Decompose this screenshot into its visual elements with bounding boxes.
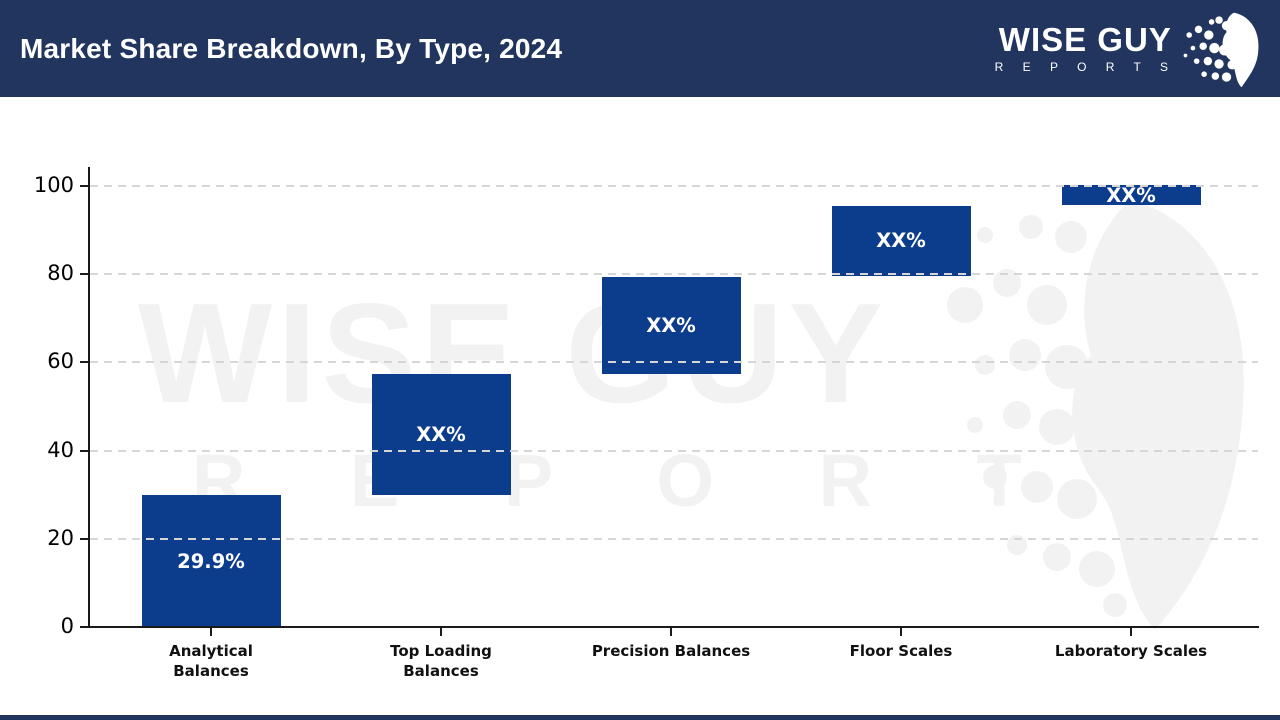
watermark-face-icon bbox=[947, 200, 1244, 630]
x-axis-label: Top Loading Balances bbox=[390, 642, 492, 681]
gridline bbox=[90, 185, 1258, 187]
y-tick-mark bbox=[80, 273, 89, 276]
x-tick-mark bbox=[1130, 628, 1132, 636]
brand-face-icon bbox=[1183, 12, 1259, 87]
x-axis-label: Analytical Balances bbox=[169, 642, 253, 681]
x-axis-label: Floor Scales bbox=[849, 642, 953, 660]
bar: 29.9% bbox=[141, 495, 281, 627]
y-tick-label: 40 bbox=[47, 437, 74, 462]
gridline bbox=[90, 449, 1258, 452]
y-tick-label: 100 bbox=[33, 173, 74, 197]
header-bar: Market Share Breakdown, By Type, 2024 WI… bbox=[0, 0, 1280, 97]
bar-value-label: XX% bbox=[646, 313, 696, 337]
bar-value-label: 29.9% bbox=[177, 549, 245, 573]
footer-accent-bar bbox=[0, 715, 1280, 720]
x-axis-label: Precision Balances bbox=[591, 642, 751, 660]
y-axis-line bbox=[88, 167, 90, 628]
bar-value-label: XX% bbox=[876, 229, 926, 253]
x-axis-line bbox=[88, 626, 1259, 628]
x-tick-mark bbox=[670, 628, 672, 636]
x-axis-label: Laboratory Scales bbox=[1054, 642, 1208, 660]
y-tick-label: 20 bbox=[47, 525, 74, 550]
brand-subname: R E P O R T S bbox=[994, 60, 1176, 74]
watermark-text-top: WISE GUY bbox=[138, 274, 889, 433]
bar: XX% bbox=[601, 276, 741, 374]
brand-wordmark: WISE GUY R E P O R T S bbox=[995, 23, 1176, 74]
gridline bbox=[90, 361, 1258, 364]
y-tick-label: 80 bbox=[47, 261, 74, 286]
bar-value-label: XX% bbox=[416, 422, 466, 446]
y-tick-label: 60 bbox=[47, 349, 74, 374]
y-tick-mark bbox=[80, 626, 89, 628]
page-title: Market Share Breakdown, By Type, 2024 bbox=[20, 32, 563, 64]
y-tick-mark bbox=[80, 537, 89, 540]
bar: XX% bbox=[371, 373, 511, 496]
gridline bbox=[90, 273, 1258, 276]
gridline bbox=[90, 537, 1258, 540]
y-tick-mark bbox=[80, 185, 89, 187]
x-tick-mark bbox=[210, 628, 212, 636]
y-tick-mark bbox=[80, 361, 89, 364]
bar-value-label: XX% bbox=[1106, 183, 1156, 207]
bar: XX% bbox=[1061, 183, 1201, 207]
brand-name: WISE GUY bbox=[998, 21, 1172, 58]
y-tick-mark bbox=[80, 449, 89, 452]
bar: XX% bbox=[831, 205, 971, 276]
brand-logo: WISE GUY R E P O R T S bbox=[995, 7, 1262, 91]
watermark-text-bottom: R E P O R T S bbox=[192, 439, 1218, 522]
x-tick-mark bbox=[440, 628, 442, 636]
x-tick-mark bbox=[900, 628, 902, 636]
y-tick-label: 0 bbox=[60, 614, 74, 638]
